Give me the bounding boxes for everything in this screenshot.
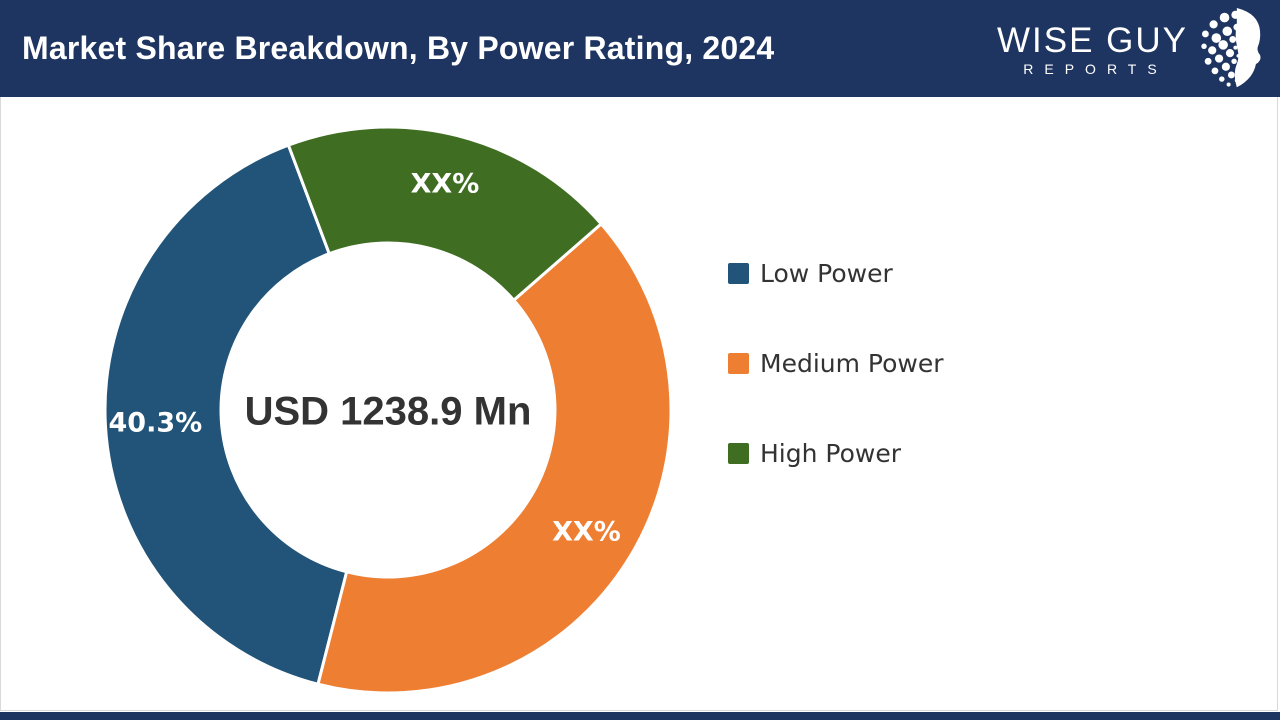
legend-label: High Power <box>760 438 901 468</box>
legend-item-high-power: High Power <box>728 438 944 468</box>
donut-slice-high-power <box>286 125 604 303</box>
logo-wordmark: WISE GUY <box>996 20 1188 60</box>
legend-label: Low Power <box>760 258 893 288</box>
logo-subtitle: REPORTS <box>1023 60 1168 77</box>
center-value-label: USD 1238.9 Mn <box>244 389 532 434</box>
legend-swatch-medium-power <box>728 352 749 374</box>
donut-chart: 40.3% XX% XX% USD 1238.9 Mn <box>98 120 678 700</box>
footer-bar <box>0 712 1280 720</box>
logo-face-icon <box>1201 8 1261 88</box>
slice-percentage-label: XX% <box>410 168 480 200</box>
slice-percentage-label: XX% <box>552 516 621 548</box>
wise-guy-reports-logo: WISE GUY REPORTS <box>997 8 1266 90</box>
header-bar: Market Share Breakdown, By Power Rating,… <box>0 0 1280 97</box>
legend-swatch-high-power <box>728 442 749 464</box>
legend-item-medium-power: Medium Power <box>728 348 944 378</box>
donut-slice-medium-power <box>316 221 673 695</box>
legend-label: Medium Power <box>760 348 944 378</box>
page-title: Market Share Breakdown, By Power Rating,… <box>22 30 775 66</box>
donut-slice-low-power <box>103 143 349 687</box>
donut-svg <box>103 125 673 695</box>
legend-swatch-low-power <box>728 262 749 284</box>
slice-percentage-label: 40.3% <box>108 407 203 439</box>
legend: Low Power Medium Power High Power <box>728 258 944 528</box>
legend-item-low-power: Low Power <box>728 258 944 288</box>
